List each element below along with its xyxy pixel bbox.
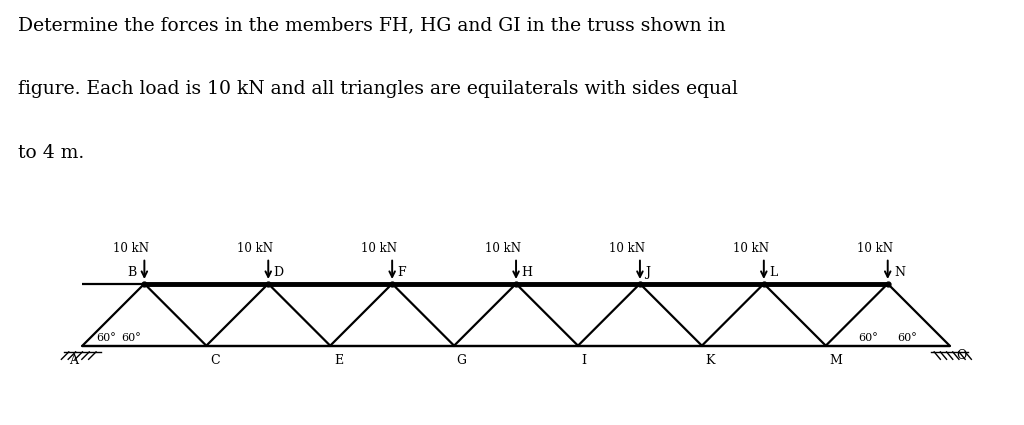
Text: figure. Each load is 10 kN and all triangles are equilaterals with sides equal: figure. Each load is 10 kN and all trian… bbox=[18, 80, 738, 98]
Text: J: J bbox=[645, 266, 650, 279]
Text: N: N bbox=[894, 266, 905, 279]
Text: 10 kN: 10 kN bbox=[238, 242, 273, 255]
Text: C: C bbox=[210, 354, 220, 367]
Text: 10 kN: 10 kN bbox=[609, 242, 645, 255]
Text: 60°: 60° bbox=[897, 333, 916, 343]
Text: 10 kN: 10 kN bbox=[485, 242, 521, 255]
Text: 60°: 60° bbox=[121, 333, 140, 343]
Text: L: L bbox=[769, 266, 777, 279]
Text: A: A bbox=[69, 354, 78, 367]
Text: 10 kN: 10 kN bbox=[361, 242, 397, 255]
Text: O: O bbox=[955, 349, 967, 362]
Text: E: E bbox=[334, 354, 343, 367]
Text: 60°: 60° bbox=[858, 333, 878, 343]
Text: I: I bbox=[582, 354, 587, 367]
Text: D: D bbox=[273, 266, 284, 279]
Text: 10 kN: 10 kN bbox=[857, 242, 893, 255]
Text: Determine the forces in the members FH, HG and GI in the truss shown in: Determine the forces in the members FH, … bbox=[18, 17, 726, 34]
Text: M: M bbox=[829, 354, 843, 367]
Text: H: H bbox=[521, 266, 532, 279]
Text: K: K bbox=[706, 354, 715, 367]
Text: B: B bbox=[127, 266, 136, 279]
Text: to 4 m.: to 4 m. bbox=[18, 144, 85, 162]
Text: F: F bbox=[397, 266, 406, 279]
Text: 10 kN: 10 kN bbox=[733, 242, 769, 255]
Text: 10 kN: 10 kN bbox=[114, 242, 150, 255]
Text: 60°: 60° bbox=[96, 333, 116, 343]
Text: G: G bbox=[457, 354, 467, 367]
